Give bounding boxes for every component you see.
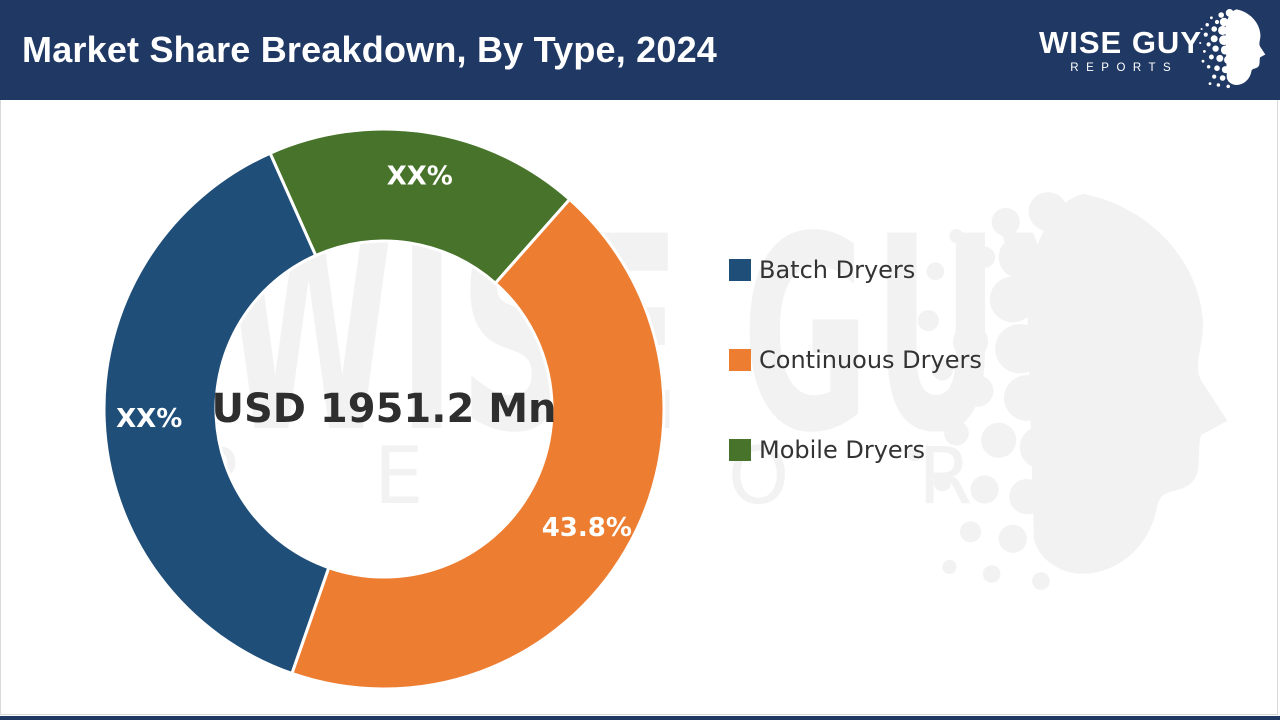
logo-face-icon [1199,9,1266,89]
legend-item-batch-dryers: Batch Dryers [729,255,982,285]
legend-swatch-batch [729,259,751,281]
wiseguy-logo: WISE GUY REPORTS [1039,8,1266,92]
donut-slice-continuous-dryers [290,197,666,691]
donut-slice-batch-dryers [102,151,331,675]
footer-bar [0,716,1280,720]
legend-item-mobile-dryers: Mobile Dryers [729,435,982,465]
chart-area: WISE GUY R E P O R T S XX% 43.8% XX% USD 1… [0,100,1278,715]
legend-label-batch: Batch Dryers [759,256,916,284]
legend-item-continuous-dryers: Continuous Dryers [729,345,982,375]
slice-label-batch-dryers: XX% [116,404,182,434]
legend-swatch-mobile [729,439,751,461]
slice-label-continuous-dryers: 43.8% [542,513,632,543]
legend-label-mobile: Mobile Dryers [759,436,926,464]
donut-chart: XX% 43.8% XX% [102,127,666,691]
page-title: Market Share Breakdown, By Type, 2024 [22,29,718,70]
logo-subtext: REPORTS [1070,61,1179,74]
donut-slice-mobile-dryers [268,127,572,285]
legend-swatch-continuous [729,349,751,371]
logo-wordmark: WISE GUY [1038,24,1202,60]
legend: Batch Dryers Continuous Dryers Mobile Dr… [729,255,982,465]
slice-label-mobile-dryers: XX% [387,162,453,192]
donut-center-value: USD 1951.2 Mn [211,386,557,432]
header: Market Share Breakdown, By Type, 2024 WI… [0,0,1280,100]
logo-text: WISE GUY REPORTS [1039,27,1202,74]
legend-label-continuous: Continuous Dryers [759,346,982,374]
